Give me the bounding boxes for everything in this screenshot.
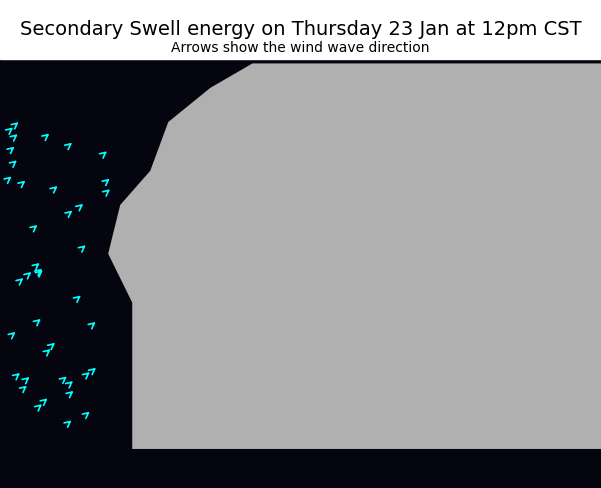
Text: Arrows show the wind wave direction: Arrows show the wind wave direction — [171, 41, 430, 56]
Polygon shape — [108, 63, 601, 449]
Text: Secondary Swell energy on Thursday 23 Jan at 12pm CST: Secondary Swell energy on Thursday 23 Ja… — [20, 20, 581, 39]
Bar — [0, 59, 601, 488]
Bar — [0, 0, 601, 59]
